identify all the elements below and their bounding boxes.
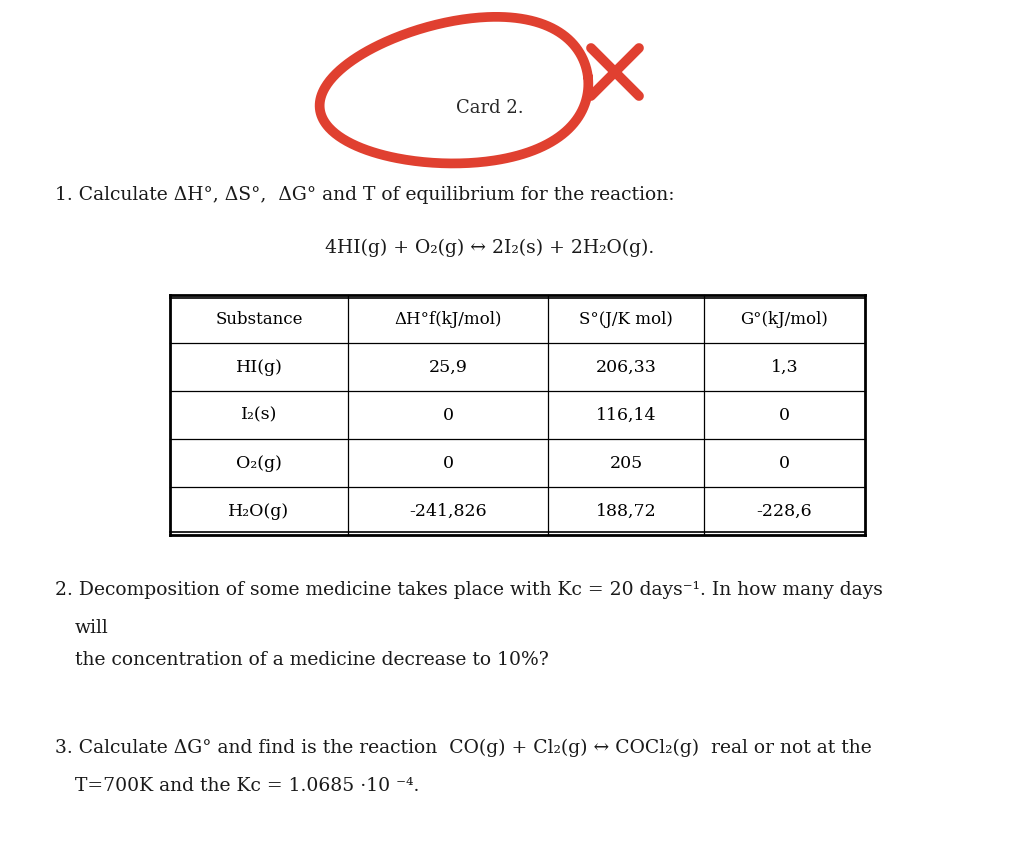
Text: S°(J/K mol): S°(J/K mol) (579, 311, 673, 327)
Text: T=700K and the Kc = 1.0685 ·10 ⁻⁴.: T=700K and the Kc = 1.0685 ·10 ⁻⁴. (75, 777, 420, 795)
Text: 1,3: 1,3 (771, 358, 799, 375)
Text: I₂(s): I₂(s) (241, 406, 278, 424)
Text: 3. Calculate ΔG° and find is the reaction  CO(g) + Cl₂(g) ↔ COCl₂(g)  real or no: 3. Calculate ΔG° and find is the reactio… (55, 739, 871, 757)
Text: 25,9: 25,9 (429, 358, 467, 375)
Text: 0: 0 (442, 455, 454, 472)
Text: 0: 0 (442, 406, 454, 424)
Text: 0: 0 (779, 455, 790, 472)
Text: -228,6: -228,6 (757, 503, 812, 519)
Text: H₂O(g): H₂O(g) (228, 503, 290, 519)
Text: O₂(g): O₂(g) (237, 455, 282, 472)
Text: 188,72: 188,72 (596, 503, 656, 519)
Text: HI(g): HI(g) (236, 358, 283, 375)
Text: G°(kJ/mol): G°(kJ/mol) (740, 311, 828, 327)
Text: 205: 205 (609, 455, 643, 472)
Text: ΔH°f(kJ/mol): ΔH°f(kJ/mol) (394, 311, 502, 327)
Text: -241,826: -241,826 (410, 503, 486, 519)
Text: Substance: Substance (215, 311, 303, 327)
Text: 4HI(g) + O₂(g) ↔ 2I₂(s) + 2H₂O(g).: 4HI(g) + O₂(g) ↔ 2I₂(s) + 2H₂O(g). (326, 238, 654, 257)
Text: 206,33: 206,33 (596, 358, 656, 375)
Text: the concentration of a medicine decrease to 10%?: the concentration of a medicine decrease… (75, 651, 549, 669)
Text: 1. Calculate ΔH°, ΔS°,  ΔG° and T of equilibrium for the reaction:: 1. Calculate ΔH°, ΔS°, ΔG° and T of equi… (55, 186, 675, 204)
Text: 0: 0 (779, 406, 790, 424)
Text: Card 2.: Card 2. (456, 99, 524, 117)
Text: 2. Decomposition of some medicine takes place with Kc = 20 days⁻¹. In how many d: 2. Decomposition of some medicine takes … (55, 581, 883, 599)
Text: 116,14: 116,14 (596, 406, 656, 424)
Text: will: will (75, 619, 109, 637)
